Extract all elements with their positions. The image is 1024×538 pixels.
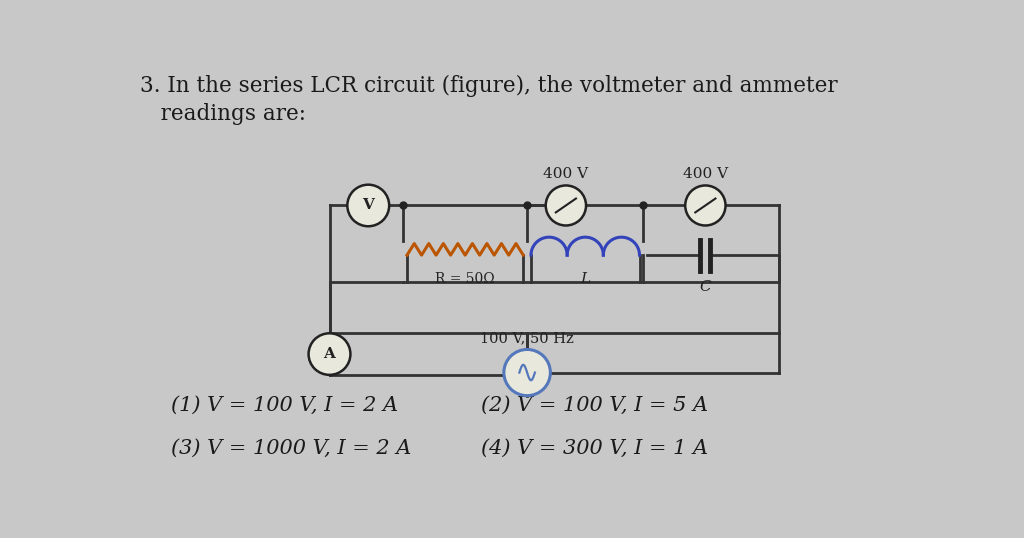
Circle shape <box>504 350 550 395</box>
Circle shape <box>347 185 389 226</box>
Circle shape <box>685 186 726 225</box>
Text: 400 V: 400 V <box>683 167 728 181</box>
Text: L: L <box>581 272 590 286</box>
Circle shape <box>546 186 586 225</box>
Text: 3. In the series LCR circuit (figure), the voltmeter and ammeter: 3. In the series LCR circuit (figure), t… <box>139 75 838 97</box>
Text: R = 50Ω: R = 50Ω <box>435 272 495 286</box>
Text: A: A <box>324 347 336 361</box>
Text: (1) V = 100 V, I = 2 A: (1) V = 100 V, I = 2 A <box>171 395 397 415</box>
Text: (3) V = 1000 V, I = 2 A: (3) V = 1000 V, I = 2 A <box>171 439 411 458</box>
Text: (4) V = 300 V, I = 1 A: (4) V = 300 V, I = 1 A <box>480 439 708 458</box>
Text: 400 V: 400 V <box>544 167 589 181</box>
Text: 100 V, 50 Hz: 100 V, 50 Hz <box>480 331 574 345</box>
Text: V: V <box>362 199 374 213</box>
Text: readings are:: readings are: <box>139 103 305 125</box>
Circle shape <box>308 333 350 375</box>
Text: C: C <box>699 280 712 294</box>
Text: (2) V = 100 V, I = 5 A: (2) V = 100 V, I = 5 A <box>480 395 708 415</box>
